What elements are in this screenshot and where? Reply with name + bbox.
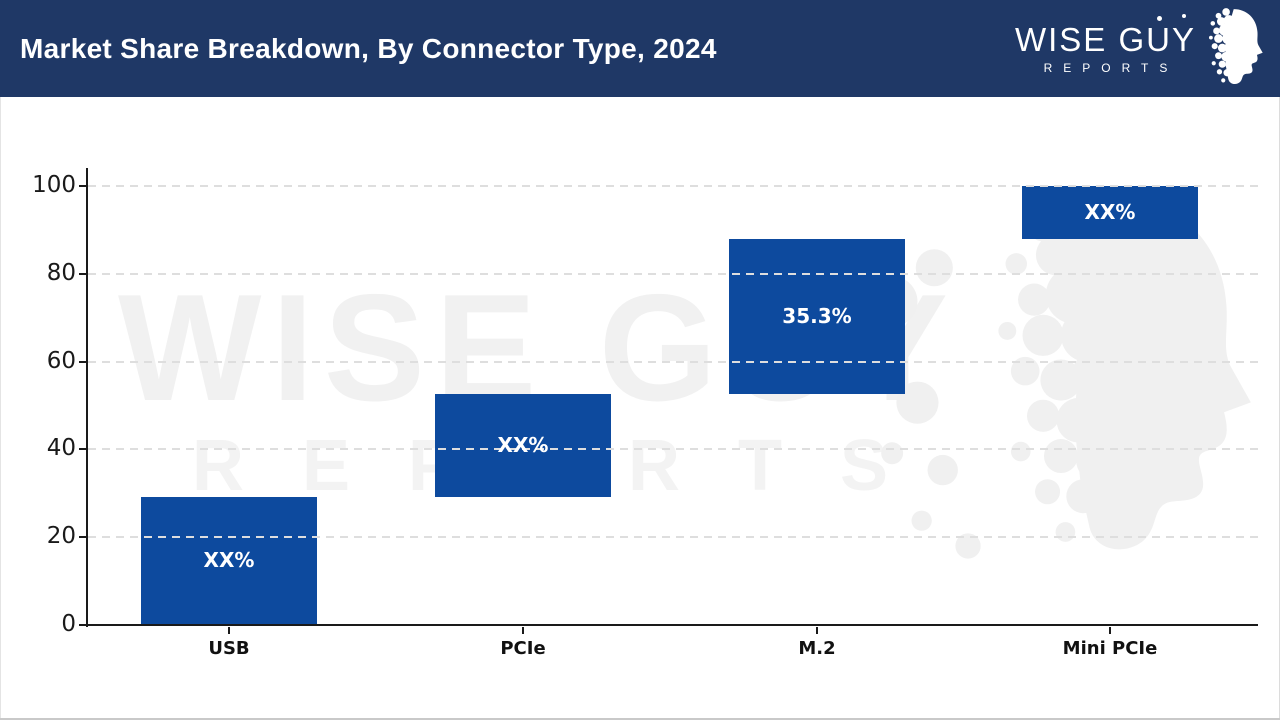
category-label: USB [208,638,250,659]
gridline [88,272,1258,275]
category-label: PCIe [500,638,546,659]
bar-Mini PCIe [1022,186,1198,239]
bar-M.2 [729,238,905,394]
y-tick-mark [79,624,86,626]
brand-subtitle: REPORTS [1043,60,1179,75]
bar-value-label: XX% [1084,200,1136,224]
logo-dot [1182,13,1186,18]
y-tick-label: 0 [61,611,76,637]
bar-PCIe [435,393,611,498]
y-tick-mark [79,448,86,451]
y-tick-label: 20 [46,523,76,550]
y-tick-mark [79,536,86,539]
logo-dot [1157,15,1162,21]
y-axis-line [86,168,88,627]
x-tick-mark [522,627,524,634]
gridline [88,536,1258,539]
category-label: Mini PCIe [1062,638,1158,659]
y-tick-label: 40 [46,435,76,462]
category-label: M.2 [798,638,836,659]
gridline [88,448,1258,451]
x-tick-mark [228,627,230,634]
brand-text: WISE GUY REPORTS [1014,13,1196,75]
y-tick-label: 60 [46,347,76,374]
x-tick-mark [1109,627,1111,634]
brand-logo: WISE GUY REPORTS [1015,6,1266,92]
bar-value-label: XX% [497,432,549,457]
y-tick-mark [79,185,86,187]
x-axis-line [86,624,1258,626]
y-tick-mark [79,272,86,275]
y-tick-mark [79,360,86,363]
gridline [88,185,1258,187]
x-tick-mark [816,627,818,634]
bar-value-label: XX% [203,548,255,573]
bar-USB [141,497,317,625]
brand-name: WISE GUY [1014,20,1196,58]
y-tick-label: 100 [32,172,76,198]
page-left-edge [0,97,1,720]
page-bottom-edge [0,718,1280,720]
brand-head-icon [1209,7,1263,84]
header: Market Share Breakdown, By Connector Typ… [0,0,1280,97]
bar-value-label: 35.3% [782,303,852,328]
page-title: Market Share Breakdown, By Connector Typ… [20,32,717,64]
y-tick-label: 80 [46,259,76,286]
gridline [88,360,1258,363]
